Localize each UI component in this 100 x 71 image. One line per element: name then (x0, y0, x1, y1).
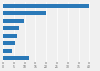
Bar (3, 26, 19, 30)
Bar (3, 41, 15, 45)
Bar (3, 34, 17, 38)
Bar (3, 19, 24, 23)
Bar (3, 56, 29, 60)
Bar (3, 49, 12, 53)
Bar (3, 4, 89, 8)
Bar (3, 11, 46, 15)
